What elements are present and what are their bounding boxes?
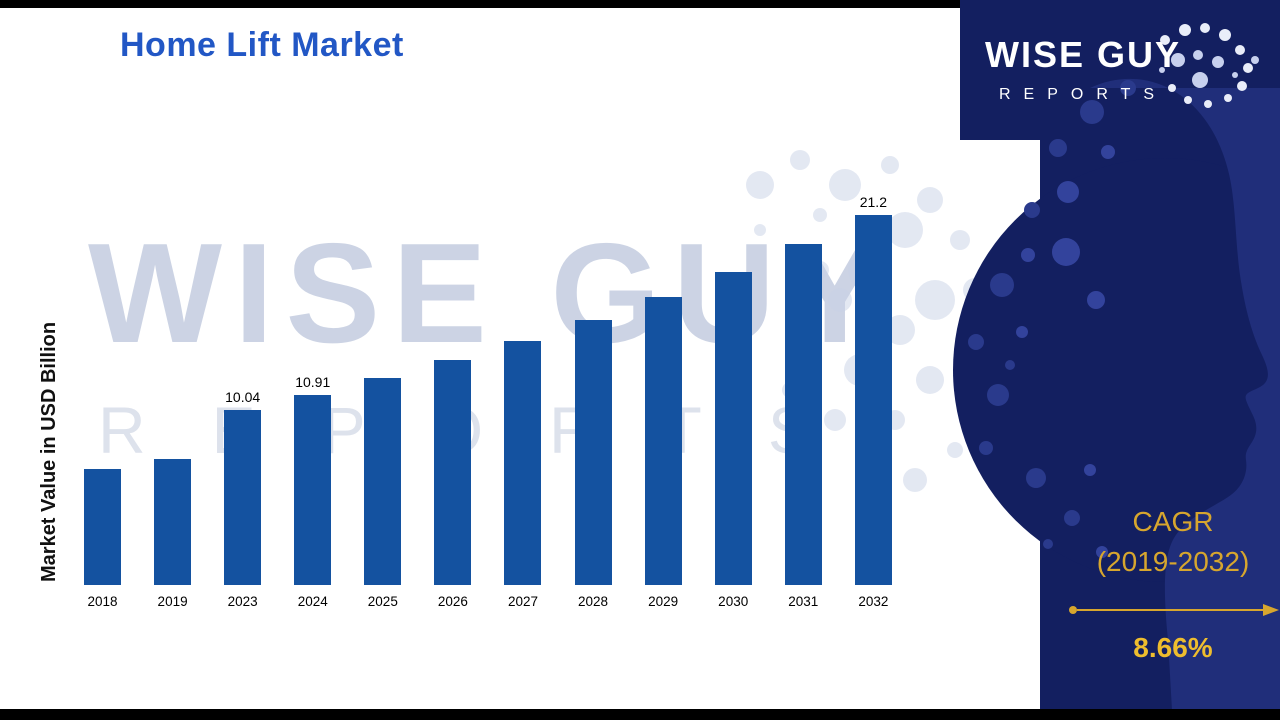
x-tick-2032: 2032 [858,594,889,609]
x-tick-2026: 2026 [437,594,468,609]
bar-2023 [224,410,262,585]
bar-group-2025: 2025 [364,378,402,609]
bar-value-label-2023: 10.04 [225,389,261,405]
bar-value-label-2024: 10.91 [295,374,331,390]
bar-2025 [364,378,402,585]
bottom-border [0,709,1280,720]
top-border [0,0,1280,8]
logo-wiseguy-text: WISE GUY [985,34,1182,75]
y-axis-label: Market Value in USD Billion [38,321,60,582]
bar-2027 [504,341,542,585]
bar-group-2032: 21.2 2032 [854,194,892,609]
bar-group-2028: 2028 [574,320,612,609]
bar-2026 [434,360,472,585]
bar-group-2026: 2026 [434,360,472,609]
x-tick-2030: 2030 [718,594,749,609]
x-tick-2025: 2025 [367,594,398,609]
bar-group-2018: 2018 [84,469,121,609]
x-tick-2029: 2029 [648,594,679,609]
cagr-range: (2019-2032) [1096,546,1250,577]
cagr-heading: CAGR [1132,506,1214,537]
bar-2030 [714,272,752,585]
x-tick-2023: 2023 [227,594,258,609]
bar-group-2024: 10.91 2024 [294,374,332,609]
bar-2028 [574,320,612,585]
bar-group-2029: 2029 [644,297,682,609]
bar-group-2031: 2031 [784,244,822,609]
bar-chart: 2018 2019 10.04 2023 10.91 2024 2025 2026 2027 20… [84,194,892,609]
brand-logo: WISE GUY REPORTS [985,34,1181,104]
bar-2019 [154,459,192,585]
bar-2031 [784,244,822,585]
bar-2018 [84,469,121,585]
x-tick-2019: 2019 [157,594,188,609]
x-tick-2031: 2031 [788,594,819,609]
cagr-block: CAGR (2019-2032) 8.66% [1058,506,1280,664]
logo-reports-text: REPORTS [999,86,1168,103]
bar-group-2019: 2019 [154,459,192,609]
bar-2024 [294,395,332,585]
bar-group-2027: 2027 [504,341,542,609]
x-tick-2028: 2028 [578,594,609,609]
bar-value-label-2032: 21.2 [859,194,887,210]
bar-2032 [854,215,892,585]
watermark-dots [746,150,993,507]
bar-2029 [644,297,682,585]
cagr-value: 8.66% [1133,632,1213,663]
cagr-arrow-icon [1069,604,1279,616]
page-title: Home Lift Market [120,26,404,64]
bar-group-2030: 2030 [714,272,752,609]
x-tick-2018: 2018 [87,594,118,609]
x-tick-2027: 2027 [507,594,538,609]
bar-group-2023: 10.04 2023 [224,389,262,609]
x-tick-2024: 2024 [297,594,328,609]
